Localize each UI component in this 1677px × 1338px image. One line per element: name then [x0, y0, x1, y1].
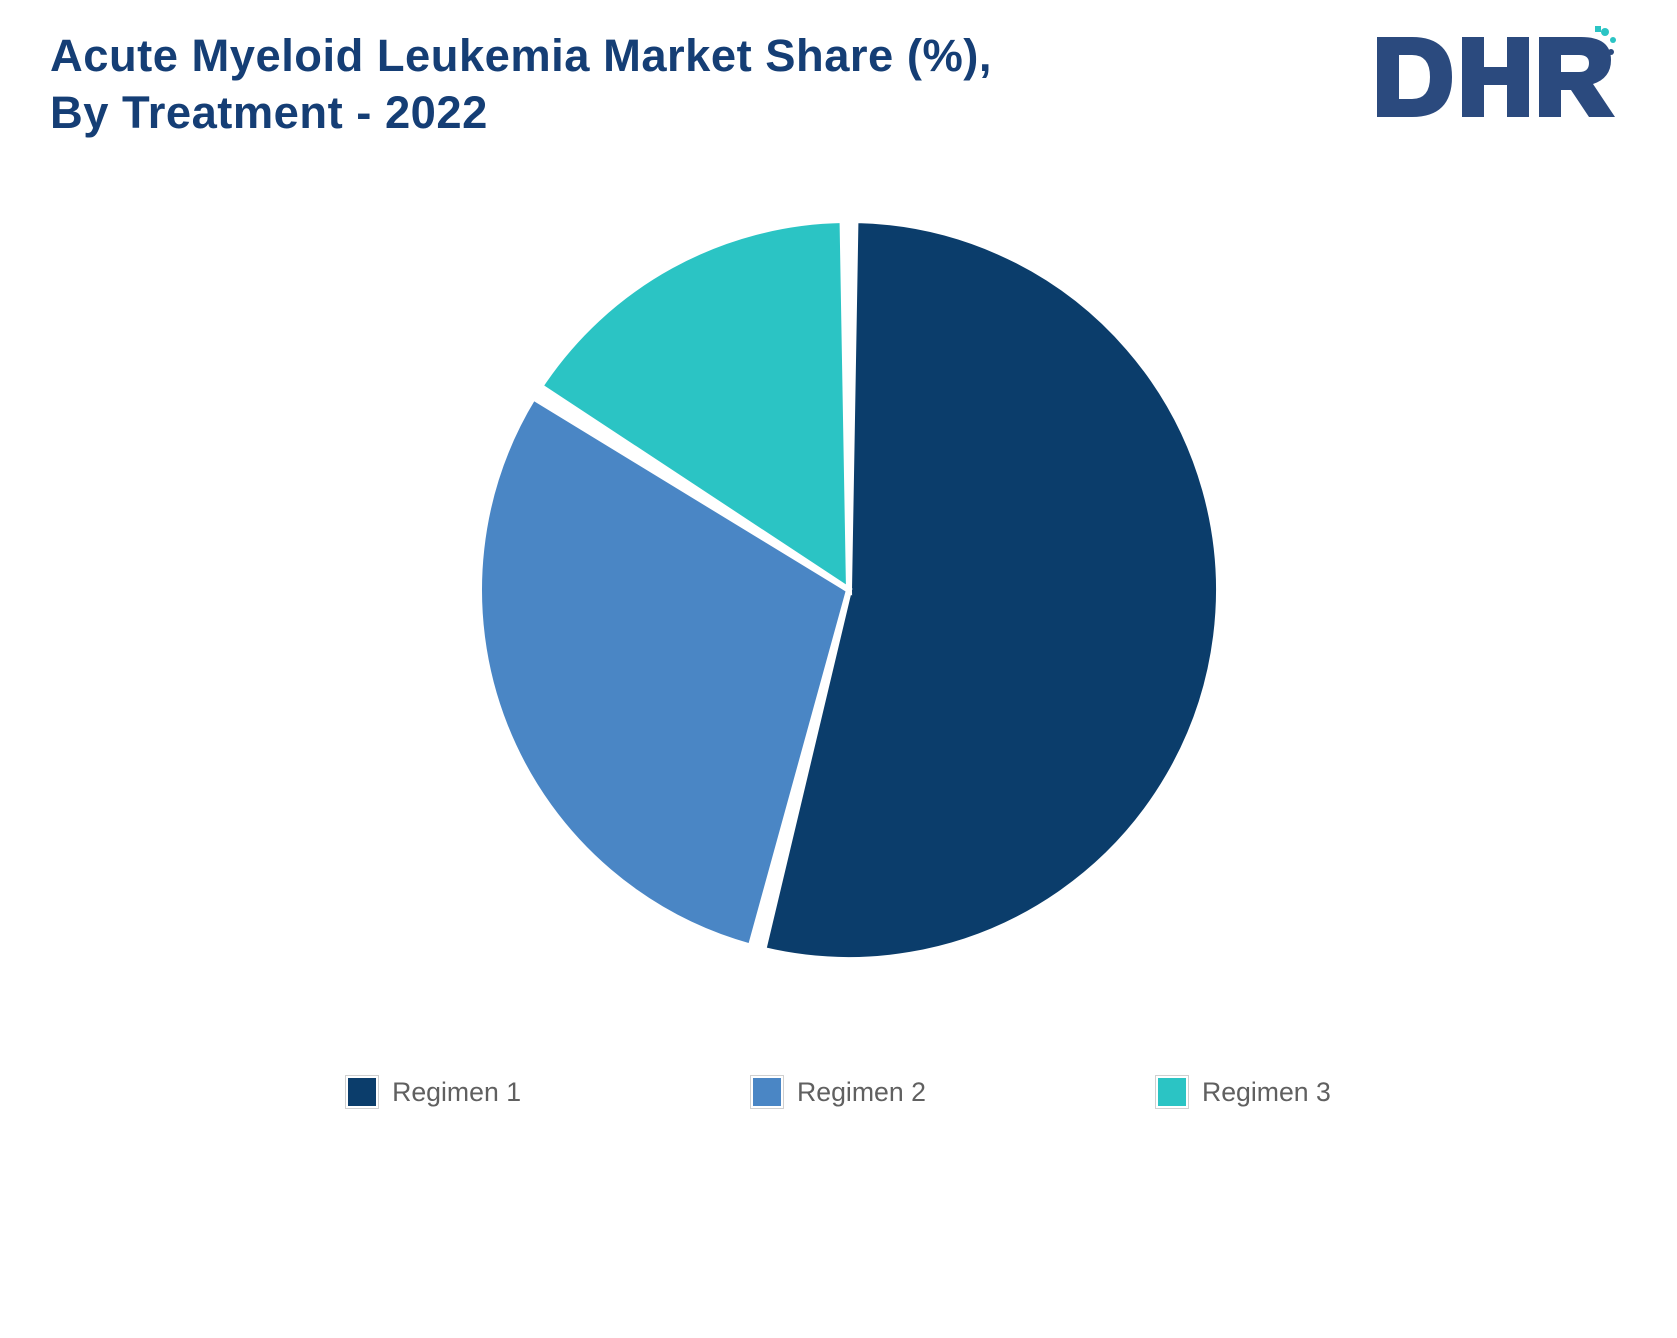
logo-letter-d	[1377, 37, 1452, 117]
pie-chart-container	[0, 220, 1677, 960]
page-root: Acute Myeloid Leukemia Market Share (%),…	[0, 0, 1677, 1338]
legend-label: Regimen 2	[797, 1077, 926, 1108]
pie-chart	[479, 220, 1219, 960]
legend-swatch	[751, 1076, 783, 1108]
chart-title-line1: Acute Myeloid Leukemia Market Share (%),	[50, 28, 992, 85]
legend-item-2: Regimen 3	[1156, 1076, 1331, 1108]
dhr-logo	[1367, 22, 1617, 132]
legend-item-1: Regimen 2	[751, 1076, 926, 1108]
logo-letter-r	[1539, 37, 1615, 117]
legend-swatch	[1156, 1076, 1188, 1108]
chart-title: Acute Myeloid Leukemia Market Share (%),…	[50, 28, 992, 141]
legend-swatch	[346, 1076, 378, 1108]
dhr-logo-svg	[1367, 22, 1617, 132]
legend-label: Regimen 3	[1202, 1077, 1331, 1108]
logo-accent-dot	[1601, 28, 1609, 36]
logo-accent-dot	[1610, 37, 1616, 43]
logo-accent-dot	[1595, 26, 1601, 32]
legend-label: Regimen 1	[392, 1077, 521, 1108]
logo-letter-h	[1462, 37, 1529, 117]
legend-item-0: Regimen 1	[346, 1076, 521, 1108]
chart-legend: Regimen 1 Regimen 2 Regimen 3	[0, 1076, 1677, 1108]
logo-accent-dot	[1608, 49, 1614, 55]
chart-title-line2: By Treatment - 2022	[50, 85, 992, 142]
